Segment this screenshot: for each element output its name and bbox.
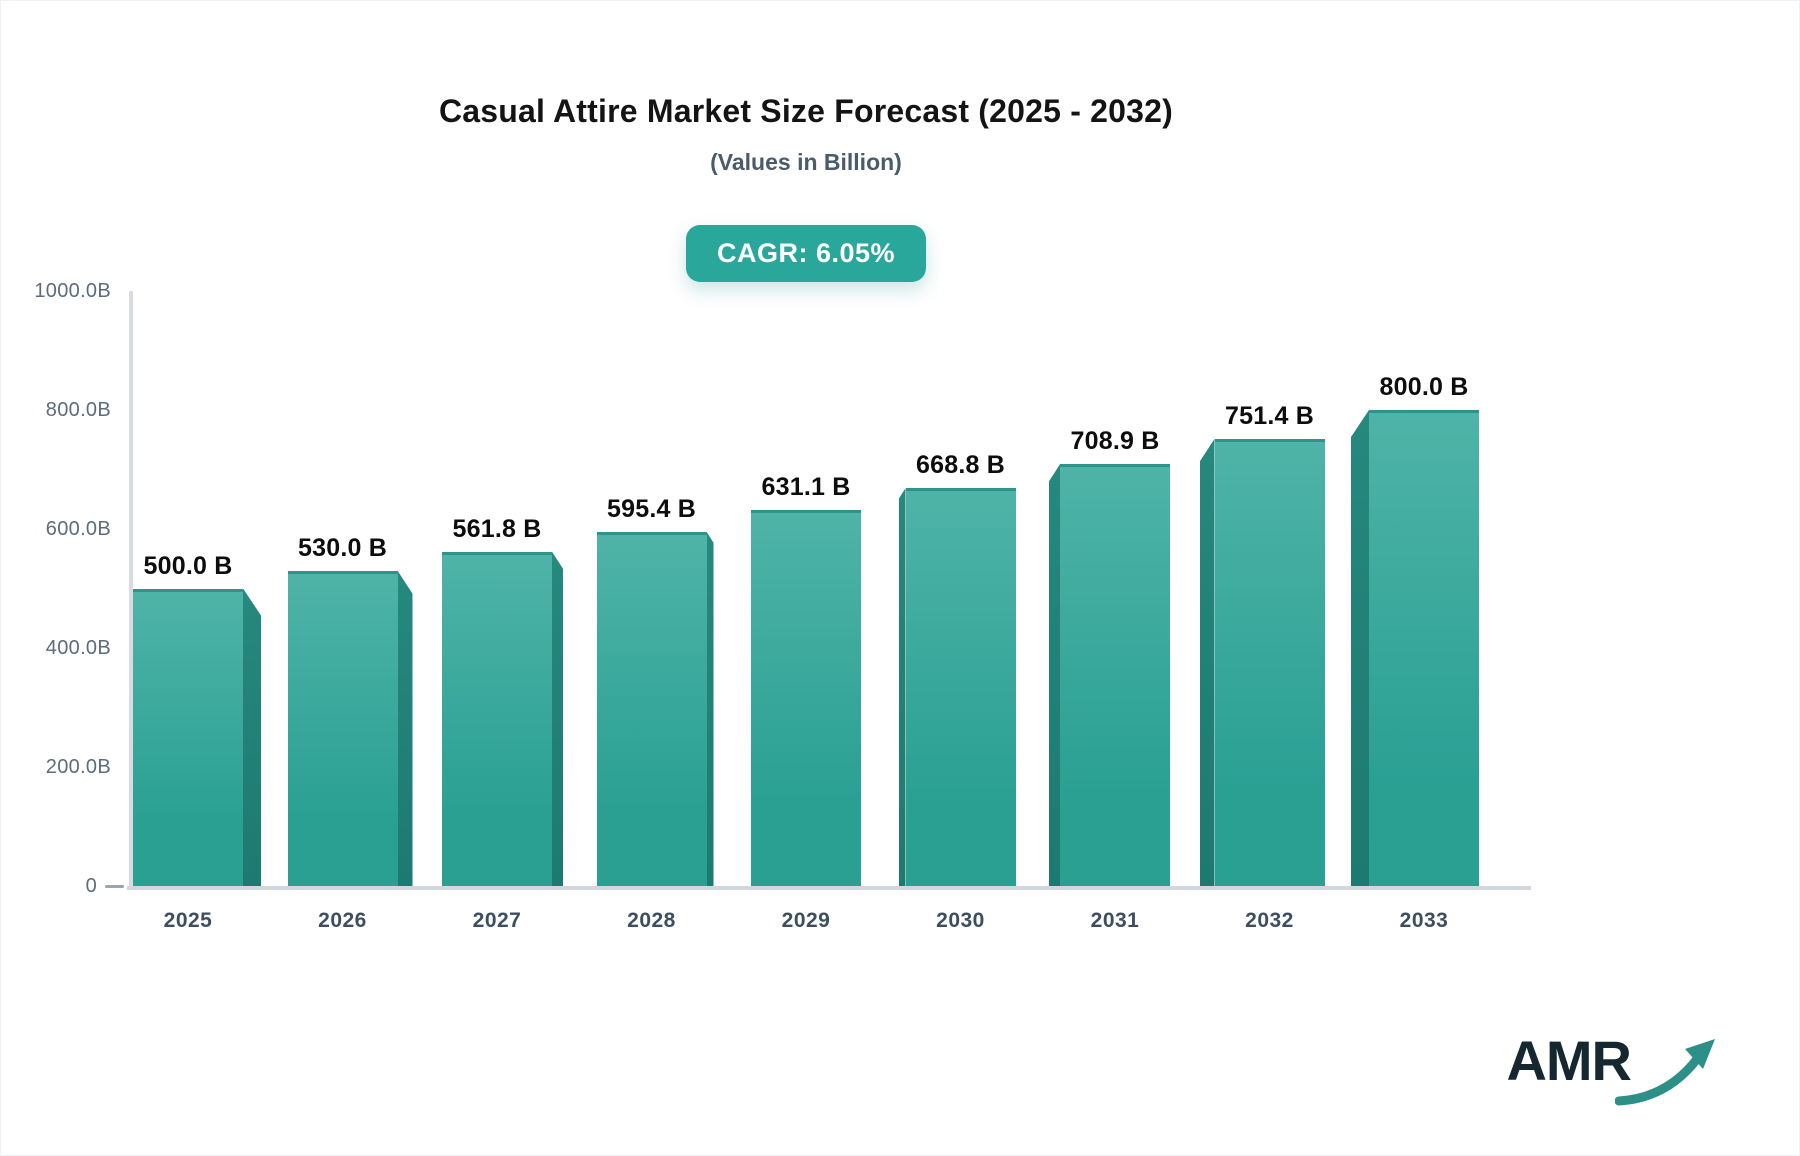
bar-value-2026: 530.0 B [298,533,387,562]
chart-title: Casual Attire Market Size Forecast (2025… [438,93,1174,129]
x-tick-2030: 2030 [936,909,985,932]
bar-side-2033 [1351,410,1369,886]
bar-2032 [1214,438,1325,886]
bar-side-2031 [1049,464,1060,886]
x-tick-2025: 2025 [163,909,213,932]
bar-side-2027 [552,551,563,886]
bar-side-2030 [898,488,906,886]
logo-arrow-icon [1615,1039,1715,1106]
bar-side-2028 [706,531,714,886]
x-tick-2031: 2031 [1090,909,1140,932]
y-tick-600.0B: 600.0B [45,518,111,540]
bar-side-2025 [243,588,261,886]
y-tick-400.0B: 400.0B [45,637,111,659]
y-tick-0: 0 [85,875,97,897]
bar-value-2025: 500.0 B [143,551,233,580]
y-tick-800.0B: 800.0B [45,399,111,421]
bar-2027 [442,551,552,886]
bar-value-2028: 595.4 B [607,494,696,523]
x-tick-2027: 2027 [472,909,522,932]
bar-value-2027: 561.8 B [452,514,542,543]
bar-2025 [133,588,243,886]
x-tick-2029: 2029 [781,909,831,932]
bar-value-2033: 800.0 B [1379,373,1469,401]
bar-value-2032: 751.4 B [1225,401,1314,430]
x-tick-2028: 2028 [627,909,676,932]
bar-2033 [1369,410,1479,886]
bar-value-2030: 668.8 B [916,451,1005,480]
x-axis-line [127,886,1531,890]
bar-side-2026 [397,570,413,886]
y-tick-200.0B: 200.0B [45,756,111,778]
x-tick-2033: 2033 [1399,909,1449,932]
chart-subtitle: (Values in Billion) [710,149,902,175]
cagr-badge: CAGR: 6.05% [685,225,927,282]
y-tick-1000.0B: 1000.0B [34,280,111,302]
zero-tick-mark [105,885,124,888]
bar-value-2029: 631.1 B [761,473,851,502]
bar-2031 [1060,464,1170,886]
logo-text: AMR [1506,1029,1632,1092]
bar-2026 [287,570,398,886]
bar-value-2031: 708.9 B [1070,427,1160,456]
x-tick-2026: 2026 [318,909,367,932]
y-axis-line [129,291,133,888]
bar-side-2032 [1199,438,1215,886]
bar-2029 [751,510,861,886]
amr-logo: AMR [1506,1033,1719,1111]
x-tick-2032: 2032 [1245,909,1294,932]
bar-2028 [596,531,707,886]
bar-2030 [905,488,1016,886]
